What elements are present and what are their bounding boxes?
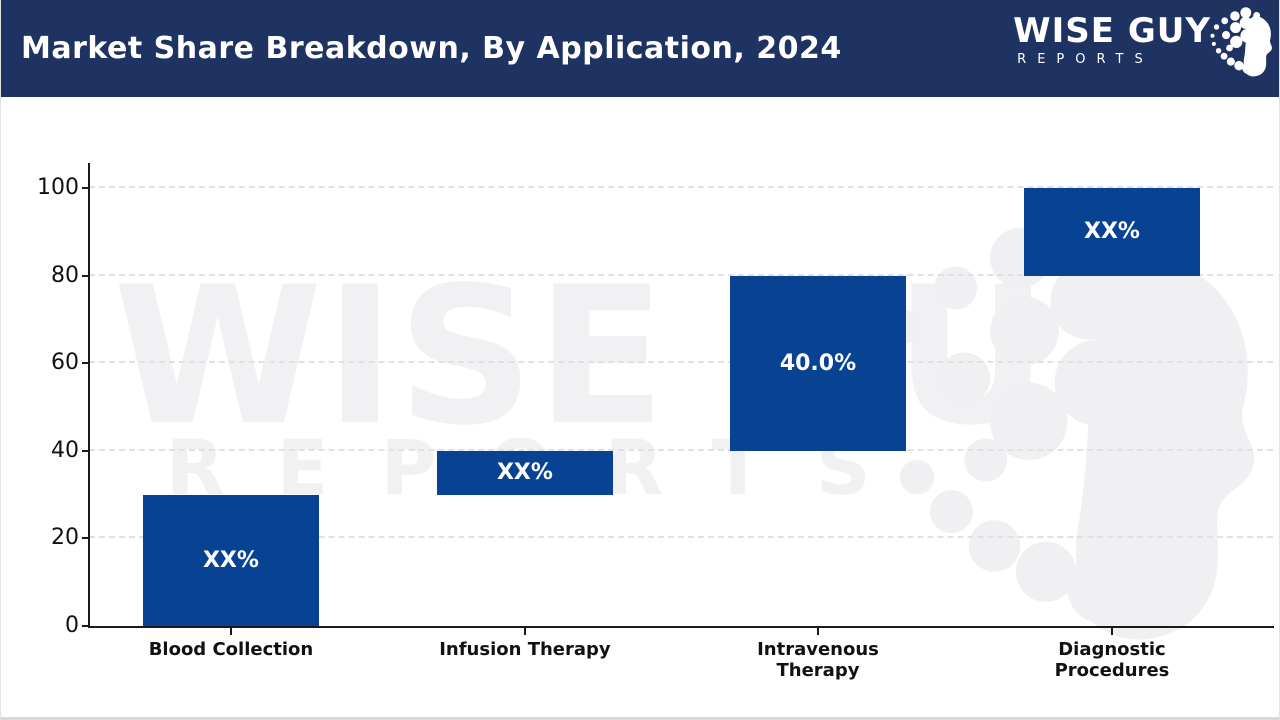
- brand-logo-subtitle: REPORTS: [1017, 51, 1154, 67]
- plot-area: XX% XX% 40.0% XX%: [89, 186, 1273, 626]
- category-label-0: Blood Collection: [148, 639, 314, 660]
- x-tick-mark-0: [229, 628, 232, 635]
- brand-logo: WISE GUY REPORTS: [1013, 11, 1211, 67]
- bar-value-label: XX%: [1083, 219, 1140, 245]
- y-tick-label-40: 40: [51, 437, 79, 463]
- y-tick-label-20: 20: [51, 525, 79, 551]
- x-axis: [88, 626, 1274, 628]
- grid-line-100: [89, 186, 1273, 188]
- y-tick-label-0: 0: [65, 613, 79, 638]
- y-tick-label-100: 100: [37, 175, 79, 200]
- y-tick-mark-0: [82, 625, 89, 627]
- x-tick-mark-2: [816, 628, 819, 635]
- bar-value-label: XX%: [496, 460, 553, 486]
- grid-line-60: [89, 361, 1273, 364]
- header: Market Share Breakdown, By Application, …: [1, 0, 1279, 97]
- bar-diagnostic-procedures: XX%: [1024, 188, 1200, 276]
- bar-intravenous-therapy: 40.0%: [730, 275, 906, 451]
- grid-line-40: [89, 448, 1273, 451]
- y-axis: [88, 163, 90, 628]
- category-label-2: Intravenous Therapy: [757, 639, 879, 681]
- y-tick-mark-40: [82, 449, 89, 452]
- page-title: Market Share Breakdown, By Application, …: [21, 31, 842, 66]
- y-tick-label-80: 80: [51, 262, 79, 288]
- grid-line-20: [89, 536, 1273, 539]
- chart-area: XX% XX% 40.0% XX% 0 20 40 60 80 100 Blood Collect…: [1, 97, 1279, 717]
- y-tick-mark-80: [82, 274, 89, 277]
- brand-logo-name: WISE GUY: [1013, 11, 1211, 51]
- y-tick-label-60: 60: [51, 350, 79, 376]
- bar-blood-collection: XX%: [142, 494, 319, 626]
- category-label-1: Infusion Therapy: [439, 639, 611, 660]
- x-tick-mark-3: [1110, 628, 1113, 635]
- x-tick-mark-1: [523, 628, 526, 635]
- bar-value-label: 40.0%: [779, 350, 857, 376]
- y-tick-mark-60: [82, 362, 89, 365]
- category-label-3: Diagnostic Procedures: [1054, 639, 1170, 681]
- grid-line-80: [89, 273, 1273, 276]
- bar-value-label: XX%: [202, 547, 259, 573]
- head-dots-icon: [1210, 7, 1272, 77]
- y-tick-mark-20: [82, 537, 89, 540]
- y-tick-mark-100: [82, 187, 89, 189]
- bar-infusion-therapy: XX%: [436, 450, 613, 495]
